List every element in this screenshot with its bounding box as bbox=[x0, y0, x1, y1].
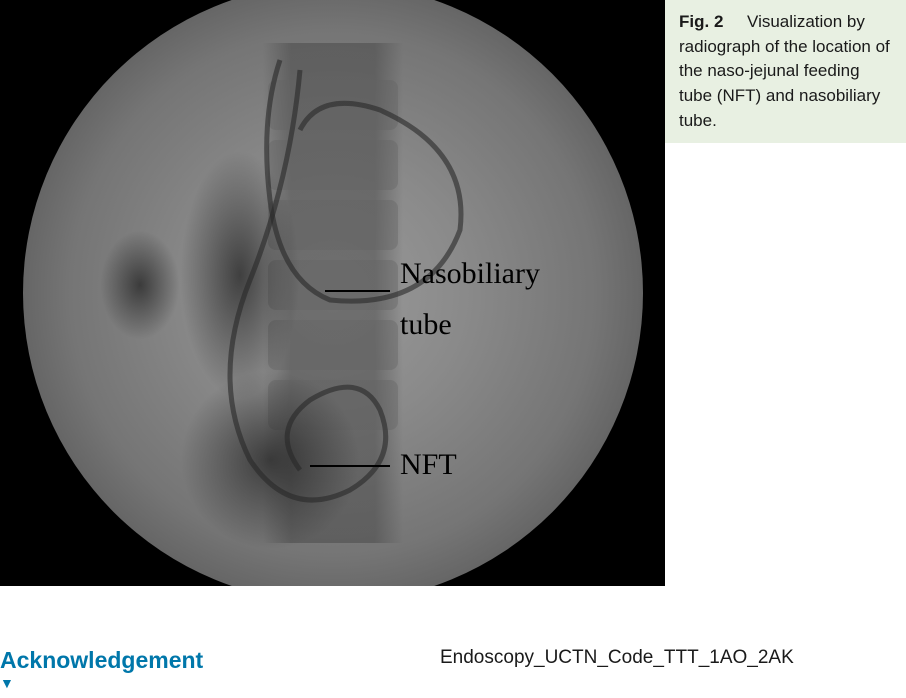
label-nasobiliary-1: Nasobiliary bbox=[400, 257, 540, 291]
footer-section: Acknowledgement ▼ Endoscopy_UCTN_Code_TT… bbox=[0, 637, 906, 698]
indicator-line-nft bbox=[310, 465, 390, 467]
dark-region bbox=[180, 370, 360, 550]
dark-region bbox=[180, 150, 300, 400]
triangle-down-icon: ▼ bbox=[0, 676, 440, 690]
dark-region bbox=[100, 230, 180, 340]
indicator-line-nasobiliary bbox=[325, 290, 390, 292]
endoscopy-code: Endoscopy_UCTN_Code_TTT_1AO_2AK bbox=[440, 647, 794, 669]
figure-caption-box: Fig. 2 Visualization by radiograph of th… bbox=[665, 0, 906, 143]
radiograph-image: Nasobiliary tube NFT bbox=[0, 0, 665, 586]
label-nft: NFT bbox=[400, 448, 457, 482]
vertebra-shape bbox=[268, 80, 398, 130]
figure-container: Nasobiliary tube NFT Fig. 2 Visualizatio… bbox=[0, 0, 906, 586]
acknowledgement-heading: Acknowledgement bbox=[0, 647, 440, 674]
figure-label: Fig. 2 bbox=[679, 12, 723, 31]
label-nasobiliary-2: tube bbox=[400, 308, 452, 342]
acknowledgement-block: Acknowledgement ▼ bbox=[0, 647, 440, 690]
